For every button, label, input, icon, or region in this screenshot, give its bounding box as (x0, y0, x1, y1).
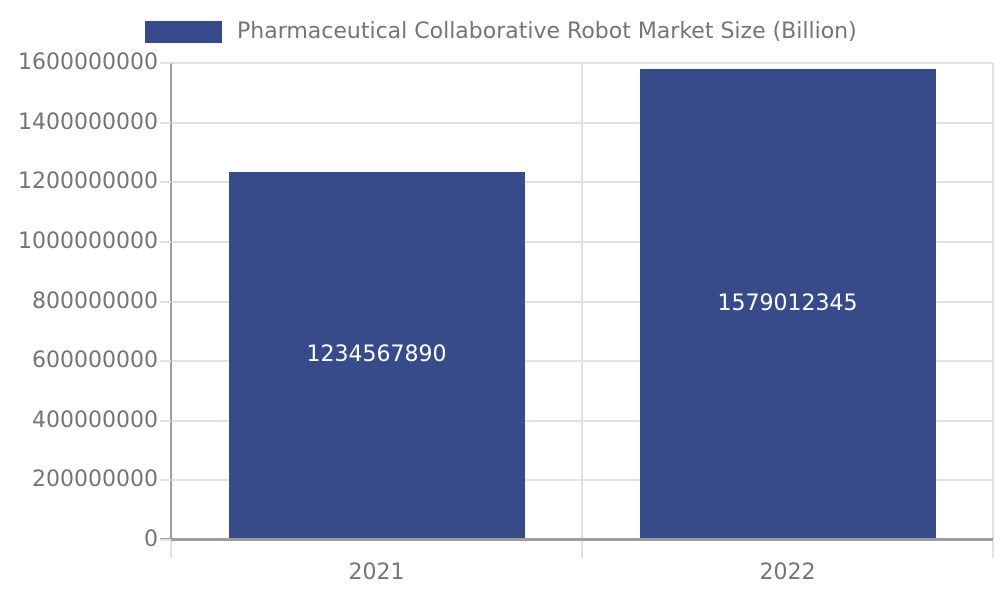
y-tick-label-1600000000: 1600000000 (18, 50, 158, 75)
legend-swatch[interactable] (145, 20, 222, 43)
y-tick-label-800000000: 800000000 (32, 288, 158, 314)
y-tick-0 (160, 539, 171, 541)
gridline-x-boundary (581, 63, 583, 558)
legend-label: Pharmaceutical Collaborative Robot Marke… (237, 19, 857, 44)
plot-right-border (992, 63, 994, 558)
y-axis-bottom-tick (170, 540, 172, 558)
x-tick-label-2022: 2022 (759, 560, 816, 585)
x-axis-line (160, 538, 993, 541)
y-tick-200000000 (160, 479, 171, 482)
y-tick-label-400000000: 400000000 (32, 407, 158, 433)
y-tick-label-0: 0 (144, 527, 158, 552)
y-tick-label-1200000000: 1200000000 (18, 169, 158, 195)
plot-area: 1234567890 1579012345 (171, 62, 994, 558)
y-tick-1200000000 (160, 181, 171, 184)
y-tick-400000000 (160, 419, 171, 422)
y-tick-1600000000 (160, 62, 171, 64)
bar-value-label-2022: 1579012345 (717, 290, 858, 316)
y-tick-800000000 (160, 300, 171, 303)
bar-2021[interactable]: 1234567890 (228, 171, 525, 540)
y-tick-1000000000 (160, 240, 171, 243)
y-tick-600000000 (160, 360, 171, 363)
x-tick-label-2021: 2021 (348, 560, 405, 585)
y-tick-label-600000000: 600000000 (32, 348, 158, 374)
bar-value-label-2021: 1234567890 (306, 341, 447, 367)
y-tick-label-1400000000: 1400000000 (18, 109, 158, 135)
y-tick-1400000000 (160, 121, 171, 124)
y-tick-label-1000000000: 1000000000 (18, 228, 158, 254)
y-tick-label-200000000: 200000000 (32, 467, 158, 493)
bar-2022[interactable]: 1579012345 (639, 69, 936, 540)
legend-item[interactable]: Pharmaceutical Collaborative Robot Marke… (145, 19, 857, 44)
y-axis-line (170, 63, 172, 540)
